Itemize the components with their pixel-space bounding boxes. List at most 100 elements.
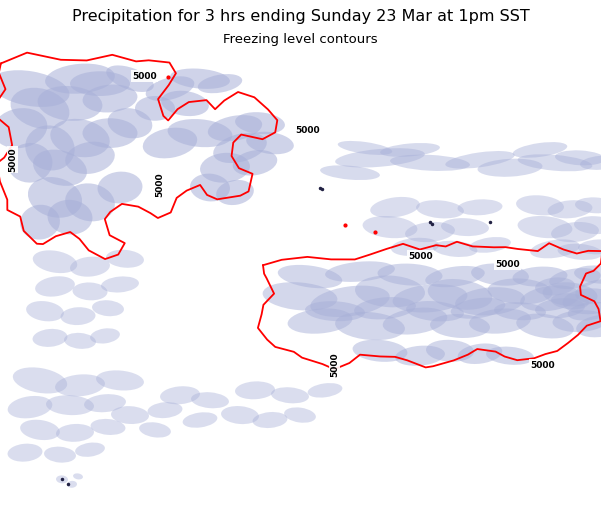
Ellipse shape <box>549 268 601 289</box>
Ellipse shape <box>551 222 599 242</box>
Ellipse shape <box>35 277 75 297</box>
Ellipse shape <box>355 276 425 307</box>
Ellipse shape <box>111 406 149 424</box>
Ellipse shape <box>555 150 601 166</box>
Ellipse shape <box>535 298 585 318</box>
Ellipse shape <box>82 84 138 113</box>
Ellipse shape <box>33 150 87 186</box>
Ellipse shape <box>97 172 142 204</box>
Ellipse shape <box>433 241 477 257</box>
Ellipse shape <box>135 96 175 121</box>
Ellipse shape <box>335 312 405 340</box>
Ellipse shape <box>471 264 529 286</box>
Ellipse shape <box>487 279 552 304</box>
Ellipse shape <box>513 267 567 286</box>
Ellipse shape <box>32 329 67 347</box>
Ellipse shape <box>20 420 60 440</box>
Ellipse shape <box>310 286 389 317</box>
Ellipse shape <box>575 197 601 213</box>
Ellipse shape <box>47 200 93 234</box>
Ellipse shape <box>430 314 490 338</box>
Ellipse shape <box>580 156 601 170</box>
Ellipse shape <box>271 387 309 403</box>
Ellipse shape <box>0 108 47 148</box>
Ellipse shape <box>11 88 70 129</box>
Ellipse shape <box>574 265 601 284</box>
Ellipse shape <box>576 315 601 337</box>
Ellipse shape <box>320 166 380 180</box>
Ellipse shape <box>190 174 230 201</box>
Ellipse shape <box>28 177 82 218</box>
Text: 5000: 5000 <box>132 71 157 81</box>
Ellipse shape <box>543 282 597 306</box>
Ellipse shape <box>91 419 126 435</box>
Ellipse shape <box>338 141 392 155</box>
Ellipse shape <box>26 301 64 321</box>
Ellipse shape <box>0 70 70 107</box>
Ellipse shape <box>305 301 365 321</box>
Ellipse shape <box>284 408 316 423</box>
Ellipse shape <box>441 218 489 236</box>
Ellipse shape <box>55 374 105 396</box>
Ellipse shape <box>354 297 416 319</box>
Text: 5000: 5000 <box>330 353 339 377</box>
Ellipse shape <box>208 115 262 141</box>
Ellipse shape <box>391 238 439 256</box>
Ellipse shape <box>548 200 593 218</box>
Ellipse shape <box>233 150 277 176</box>
Ellipse shape <box>478 159 543 177</box>
Ellipse shape <box>405 222 455 242</box>
Ellipse shape <box>469 237 511 253</box>
Ellipse shape <box>574 216 601 234</box>
Ellipse shape <box>216 180 254 205</box>
Ellipse shape <box>161 91 209 116</box>
Ellipse shape <box>33 250 78 273</box>
Ellipse shape <box>66 142 115 174</box>
Ellipse shape <box>263 282 337 310</box>
Ellipse shape <box>82 118 138 148</box>
Ellipse shape <box>568 302 601 321</box>
Ellipse shape <box>61 307 96 325</box>
Ellipse shape <box>213 133 267 163</box>
Ellipse shape <box>457 199 502 215</box>
Ellipse shape <box>145 76 194 101</box>
Ellipse shape <box>90 328 120 343</box>
Ellipse shape <box>67 481 77 488</box>
Ellipse shape <box>108 108 152 138</box>
Ellipse shape <box>183 412 218 428</box>
Ellipse shape <box>235 381 275 399</box>
Ellipse shape <box>106 250 144 268</box>
Ellipse shape <box>445 151 514 169</box>
Ellipse shape <box>520 285 580 311</box>
Ellipse shape <box>8 444 43 462</box>
Ellipse shape <box>535 278 575 296</box>
Ellipse shape <box>8 143 52 182</box>
Ellipse shape <box>392 284 468 313</box>
Ellipse shape <box>513 142 567 158</box>
Ellipse shape <box>455 287 525 316</box>
Ellipse shape <box>469 308 531 334</box>
Ellipse shape <box>552 310 601 332</box>
Ellipse shape <box>38 86 102 121</box>
Text: 5000: 5000 <box>295 126 320 135</box>
Ellipse shape <box>517 216 572 238</box>
Ellipse shape <box>148 402 183 418</box>
Ellipse shape <box>558 244 601 260</box>
Ellipse shape <box>70 71 130 96</box>
Text: 5000: 5000 <box>8 147 17 172</box>
Ellipse shape <box>426 266 485 287</box>
Ellipse shape <box>106 65 154 92</box>
Ellipse shape <box>70 256 110 277</box>
Ellipse shape <box>44 447 76 463</box>
Ellipse shape <box>56 475 68 483</box>
Ellipse shape <box>92 300 124 316</box>
Ellipse shape <box>390 155 470 171</box>
Ellipse shape <box>383 307 447 335</box>
Text: Freezing level contours: Freezing level contours <box>223 32 378 46</box>
Ellipse shape <box>73 473 83 480</box>
Ellipse shape <box>377 264 442 286</box>
Ellipse shape <box>64 333 96 349</box>
Ellipse shape <box>426 340 474 362</box>
Ellipse shape <box>288 308 352 334</box>
Ellipse shape <box>428 279 492 310</box>
